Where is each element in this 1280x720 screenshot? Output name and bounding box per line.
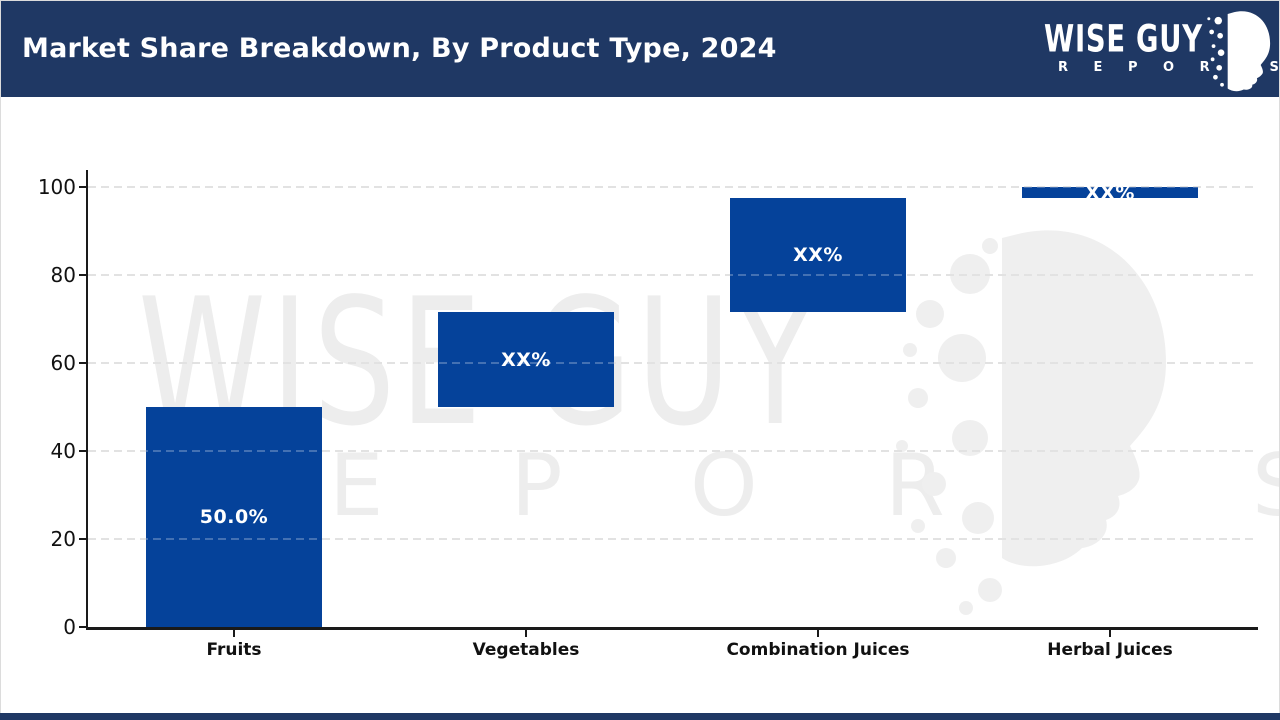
brand-logo: WISE GUY R E P O R T S bbox=[1002, 0, 1279, 97]
y-tick-mark bbox=[79, 362, 87, 364]
gridline bbox=[88, 538, 1256, 540]
y-tick-mark bbox=[79, 274, 87, 276]
logo-wordmark: WISE GUY bbox=[1044, 17, 1203, 61]
y-tick-label: 60 bbox=[50, 351, 76, 375]
gridline bbox=[88, 450, 1256, 452]
bar-segment: 50.0% bbox=[146, 407, 322, 627]
y-tick-mark bbox=[79, 186, 87, 188]
y-tick-mark bbox=[79, 626, 87, 628]
x-tick-mark bbox=[233, 630, 235, 637]
bar-value-label: XX% bbox=[1085, 181, 1135, 204]
gridline bbox=[88, 362, 1256, 364]
x-category-label: Combination Juices bbox=[726, 640, 910, 660]
logo-subtitle: R E P O R T S bbox=[1058, 60, 1280, 75]
x-tick-mark bbox=[817, 630, 819, 637]
gridline-overlay bbox=[88, 362, 1256, 364]
x-category-label: Herbal Juices bbox=[1047, 640, 1173, 660]
bar-value-label: XX% bbox=[793, 244, 843, 267]
x-axis-line bbox=[86, 627, 1258, 630]
logo-face-icon bbox=[1207, 11, 1271, 92]
bar-segment: XX% bbox=[438, 312, 614, 407]
gridline-overlay bbox=[88, 274, 1256, 276]
gridline-overlay bbox=[88, 186, 1256, 188]
gridline bbox=[88, 186, 1256, 188]
x-tick-mark bbox=[525, 630, 527, 637]
x-category-label: Fruits bbox=[206, 640, 262, 660]
x-category-label: Vegetables bbox=[472, 640, 580, 660]
bar-segment: XX% bbox=[730, 198, 906, 313]
bar-value-label: XX% bbox=[501, 348, 551, 371]
header-bar: Market Share Breakdown, By Product Type,… bbox=[0, 0, 1280, 97]
footer-bar bbox=[0, 713, 1280, 720]
x-tick-mark bbox=[1109, 630, 1111, 637]
bar-value-label: 50.0% bbox=[199, 506, 269, 528]
y-tick-label: 80 bbox=[50, 263, 76, 287]
gridline-overlay bbox=[88, 450, 1256, 452]
chart-title: Market Share Breakdown, By Product Type,… bbox=[22, 33, 777, 64]
gridline bbox=[88, 274, 1256, 276]
y-axis-line bbox=[86, 170, 88, 630]
bar-segment: XX% bbox=[1022, 182, 1198, 204]
y-tick-mark bbox=[79, 450, 87, 452]
y-tick-label: 20 bbox=[50, 527, 76, 551]
y-tick-label: 0 bbox=[63, 615, 76, 639]
y-tick-label: 100 bbox=[37, 175, 76, 199]
y-tick-label: 40 bbox=[50, 439, 76, 463]
y-tick-mark bbox=[79, 538, 87, 540]
gridline-overlay bbox=[88, 538, 1256, 540]
